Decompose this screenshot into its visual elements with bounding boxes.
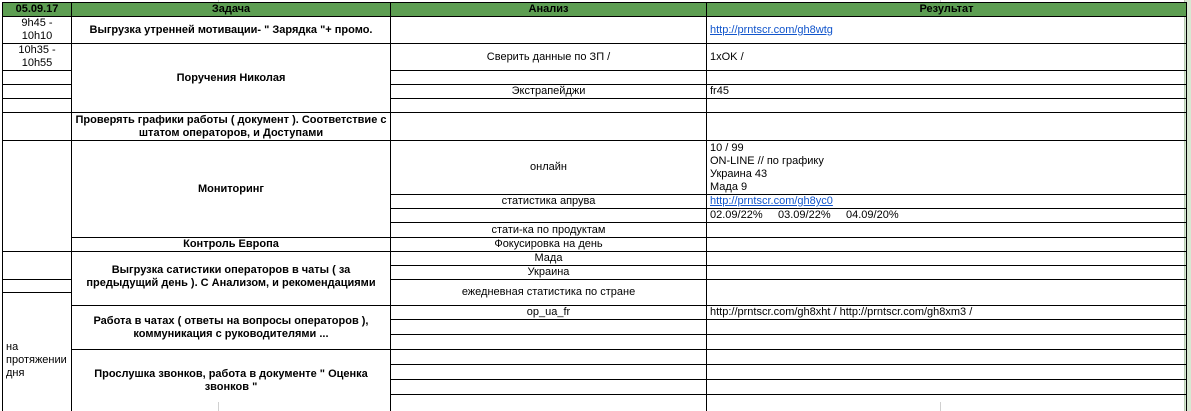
empty-cell[interactable] — [2, 98, 72, 113]
cell-result-salary-check[interactable]: 1xOK / — [706, 43, 1187, 71]
approve-result-link[interactable]: http://prntscr.com/gh8yc0 — [710, 195, 833, 208]
table-row — [3, 379, 1187, 395]
empty-cell[interactable] — [706, 70, 1187, 85]
table-row: 10h35 - 10h55 Поручения Николая Сверить … — [2, 43, 1187, 113]
cell-task-monitoring[interactable]: Мониторинг — [71, 140, 391, 238]
table-row: Прослушка звонков, работа в документе " … — [3, 349, 1187, 411]
cell-analysis-op-ua-fr[interactable]: op_ua_fr — [390, 305, 707, 320]
table-row: Экстрапейджи fr45 — [2, 84, 1187, 99]
table-row: на протяжении дня — [2, 292, 1187, 411]
table-row — [3, 319, 1187, 335]
cell-result-online[interactable]: 10 / 99 ON-LINE // по графику Украина 43… — [706, 140, 1187, 195]
approve-day-3: 04.09/20% — [846, 209, 899, 222]
table-row: Работа в чатах ( ответы на вопросы опера… — [3, 305, 1187, 350]
empty-cell[interactable] — [706, 379, 1187, 395]
table-row: статистика апрува http://prntscr.com/gh8… — [3, 194, 1187, 209]
cell-time-slot1[interactable]: 9h45 - 10h10 — [2, 16, 72, 44]
table-row: стати-ка по продуктам — [3, 222, 1187, 238]
approve-day-2: 03.09/22% — [778, 209, 831, 222]
empty-cell[interactable] — [390, 16, 707, 44]
cell-result-extrapages[interactable]: fr45 — [706, 84, 1187, 99]
header-date[interactable]: 05.09.17 — [2, 2, 72, 17]
cell-result-morning[interactable]: http://prntscr.com/gh8wtg — [706, 16, 1187, 44]
empty-cell[interactable] — [706, 237, 1187, 252]
online-line-4: Мада 9 — [710, 180, 748, 193]
approve-day-1: 02.09/22% — [710, 209, 763, 222]
empty-cell[interactable] — [706, 349, 1187, 365]
cell-analysis-day-focus[interactable]: Фокусировка на день — [390, 237, 707, 252]
empty-cell[interactable] — [706, 222, 1187, 238]
cell-task-control-europe[interactable]: Контроль Европа — [71, 237, 391, 252]
empty-cell[interactable] — [706, 98, 1187, 113]
table-row — [2, 98, 1187, 113]
empty-cell[interactable] — [706, 364, 1187, 380]
table-row: 9h45 - 10h10 Выгрузка утренней мотивации… — [2, 16, 1187, 44]
cell-task-nikolay-orders[interactable]: Поручения Николая — [71, 43, 391, 113]
empty-cell[interactable] — [706, 319, 1187, 335]
table-row: Мониторинг онлайн 10 / 99 ON-LINE // по … — [2, 140, 1187, 252]
cell-task-calls-review[interactable]: Прослушка звонков, работа в документе " … — [71, 349, 391, 411]
empty-cell[interactable] — [2, 251, 72, 280]
online-line-1: 10 / 99 — [710, 141, 744, 154]
table-row: Проверять графики работы ( документ ). С… — [2, 112, 1187, 141]
empty-cell[interactable] — [390, 208, 707, 223]
header-row: 05.09.17 Задача Анализ Результат — [2, 2, 1187, 17]
cell-result-approve-link[interactable]: http://prntscr.com/gh8yc0 — [706, 194, 1187, 209]
empty-cell[interactable] — [390, 70, 707, 85]
empty-cell[interactable] — [706, 334, 1187, 350]
gridline — [218, 0, 219, 2]
cell-task-morning-motivation[interactable]: Выгрузка утренней мотивации- " Зарядка "… — [71, 16, 391, 44]
empty-cell[interactable] — [706, 251, 1187, 266]
cell-analysis-salary-check[interactable]: Сверить данные по ЗП / — [390, 43, 707, 71]
cell-analysis-ukraine[interactable]: Украина — [390, 265, 707, 280]
empty-cell[interactable] — [2, 84, 72, 99]
header-analysis[interactable]: Анализ — [390, 2, 707, 17]
cell-task-chat-stats-upload[interactable]: Выгрузка сатистики операторов в чаты ( з… — [71, 251, 391, 306]
empty-cell[interactable] — [390, 98, 707, 113]
cell-analysis-product-stats[interactable]: стати-ка по продуктам — [390, 222, 707, 238]
empty-cell[interactable] — [2, 70, 72, 85]
online-line-2: ON-LINE // по графику — [710, 154, 824, 167]
table-row — [3, 394, 1187, 411]
empty-cell[interactable] — [706, 112, 1187, 141]
header-task[interactable]: Задача — [71, 2, 391, 17]
cell-result-op-ua-fr[interactable]: http://prntscr.com/gh8xht / http://prnts… — [706, 305, 1187, 320]
gridline — [940, 0, 941, 2]
cell-analysis-daily-country-stats[interactable]: ежедневная статистика по стране — [390, 279, 707, 306]
empty-cell[interactable] — [390, 364, 707, 380]
online-line-3: Украина 43 — [710, 167, 768, 180]
empty-cell[interactable] — [2, 279, 72, 293]
empty-cell[interactable] — [390, 319, 707, 335]
morning-result-link[interactable]: http://prntscr.com/gh8wtg — [710, 23, 833, 36]
header-result[interactable]: Результат — [706, 2, 1187, 17]
table-row: Выгрузка сатистики операторов в чаты ( з… — [2, 251, 1187, 306]
cell-analysis-mada[interactable]: Мада — [390, 251, 707, 266]
empty-cell[interactable] — [390, 394, 707, 411]
table-row: Контроль Европа Фокусировка на день — [3, 237, 1187, 252]
empty-cell[interactable] — [390, 349, 707, 365]
empty-cell[interactable] — [390, 379, 707, 395]
empty-cell[interactable] — [706, 394, 1187, 411]
cell-analysis-online[interactable]: онлайн — [390, 140, 707, 195]
cell-result-approve-days[interactable]: 02.09/22% 03.09/22% 04.09/20% — [706, 208, 1187, 223]
cell-task-check-schedules[interactable]: Проверять графики работы ( документ ). С… — [71, 112, 391, 141]
empty-cell[interactable] — [2, 112, 72, 141]
empty-cell[interactable] — [390, 112, 707, 141]
empty-cell[interactable] — [390, 334, 707, 350]
empty-cell[interactable] — [706, 279, 1187, 306]
cell-time-slot2[interactable]: 10h35 - 10h55 — [2, 43, 72, 71]
cell-time-all-day[interactable]: на протяжении дня — [2, 292, 72, 411]
cell-analysis-extrapages[interactable]: Экстрапейджи — [390, 84, 707, 99]
empty-cell[interactable] — [706, 265, 1187, 280]
cell-task-chats-work[interactable]: Работа в чатах ( ответы на вопросы опера… — [71, 305, 391, 350]
cell-analysis-approve-stats[interactable]: статистика апрува — [390, 194, 707, 209]
empty-cell[interactable] — [2, 140, 72, 252]
